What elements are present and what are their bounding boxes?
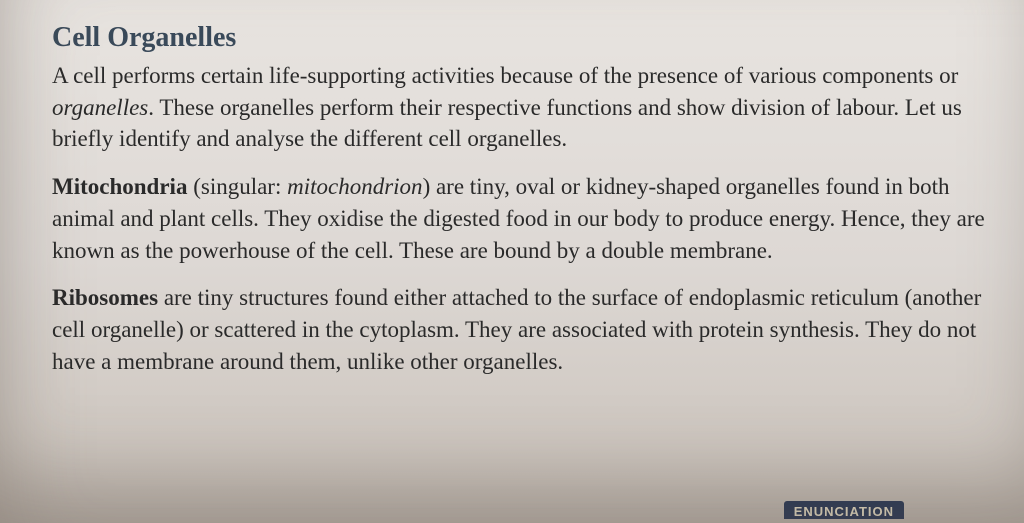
- intro-paragraph: A cell performs certain life-supporting …: [52, 60, 996, 155]
- footer-label-fragment: ENUNCIATION: [784, 501, 904, 519]
- mitochondria-term: Mitochondria: [52, 174, 187, 199]
- intro-text-a: A cell performs certain life-supporting …: [52, 63, 958, 88]
- mitochondria-paren-open: (singular:: [187, 174, 287, 199]
- intro-italic-term: organelles: [52, 95, 148, 120]
- ribosomes-term: Ribosomes: [52, 285, 158, 310]
- ribosomes-rest: are tiny structures found either attache…: [52, 285, 981, 373]
- mitochondria-singular: mitochondrion: [287, 174, 422, 199]
- mitochondria-paragraph: Mitochondria (singular: mitochondrion) a…: [52, 171, 996, 266]
- intro-text-b: . These organelles perform their respect…: [52, 95, 962, 152]
- ribosomes-paragraph: Ribosomes are tiny structures found eith…: [52, 282, 996, 377]
- textbook-page: Cell Organelles A cell performs certain …: [52, 22, 996, 378]
- section-heading: Cell Organelles: [52, 22, 996, 54]
